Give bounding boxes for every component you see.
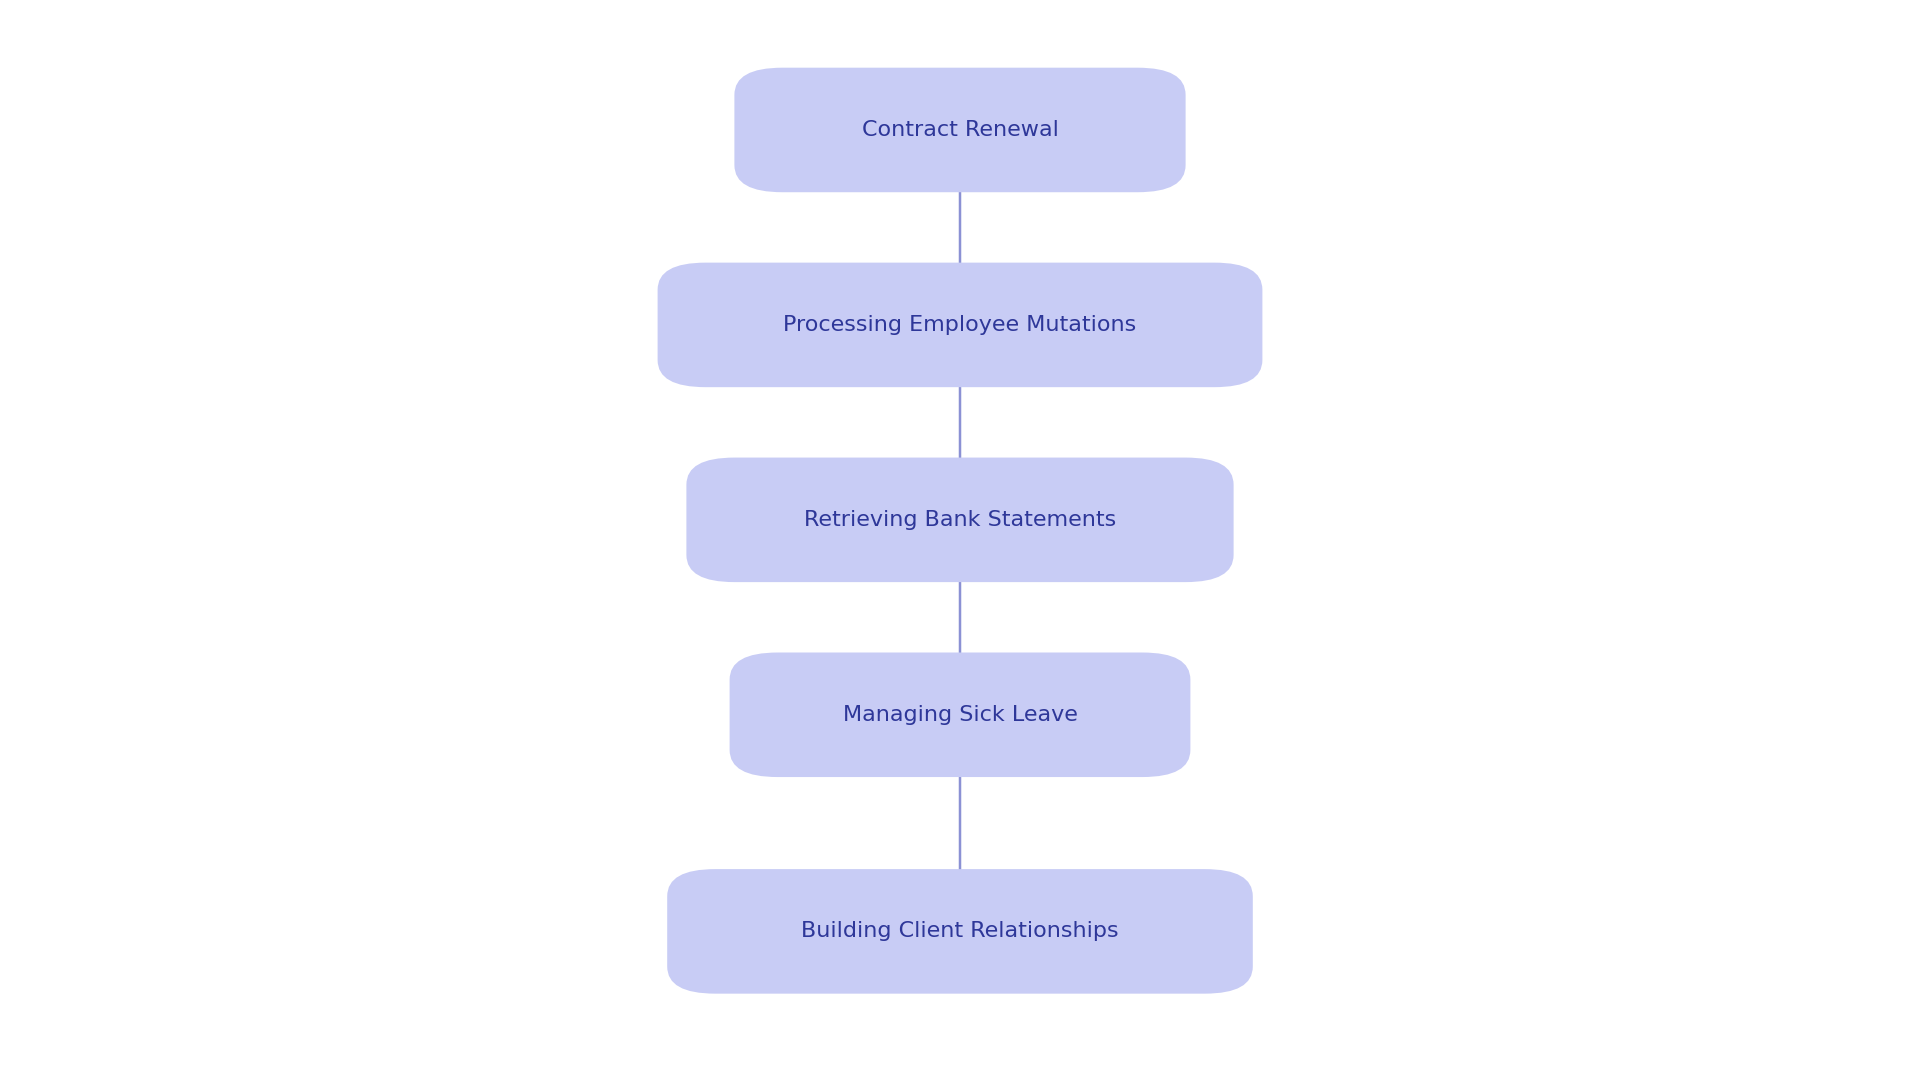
FancyBboxPatch shape	[657, 263, 1263, 388]
Text: Retrieving Bank Statements: Retrieving Bank Statements	[804, 510, 1116, 530]
FancyBboxPatch shape	[687, 457, 1233, 583]
Text: Processing Employee Mutations: Processing Employee Mutations	[783, 315, 1137, 335]
FancyBboxPatch shape	[668, 869, 1252, 994]
Text: Managing Sick Leave: Managing Sick Leave	[843, 705, 1077, 725]
Text: Building Client Relationships: Building Client Relationships	[801, 922, 1119, 941]
FancyBboxPatch shape	[733, 67, 1185, 193]
Text: Contract Renewal: Contract Renewal	[862, 120, 1058, 140]
FancyBboxPatch shape	[730, 652, 1190, 778]
